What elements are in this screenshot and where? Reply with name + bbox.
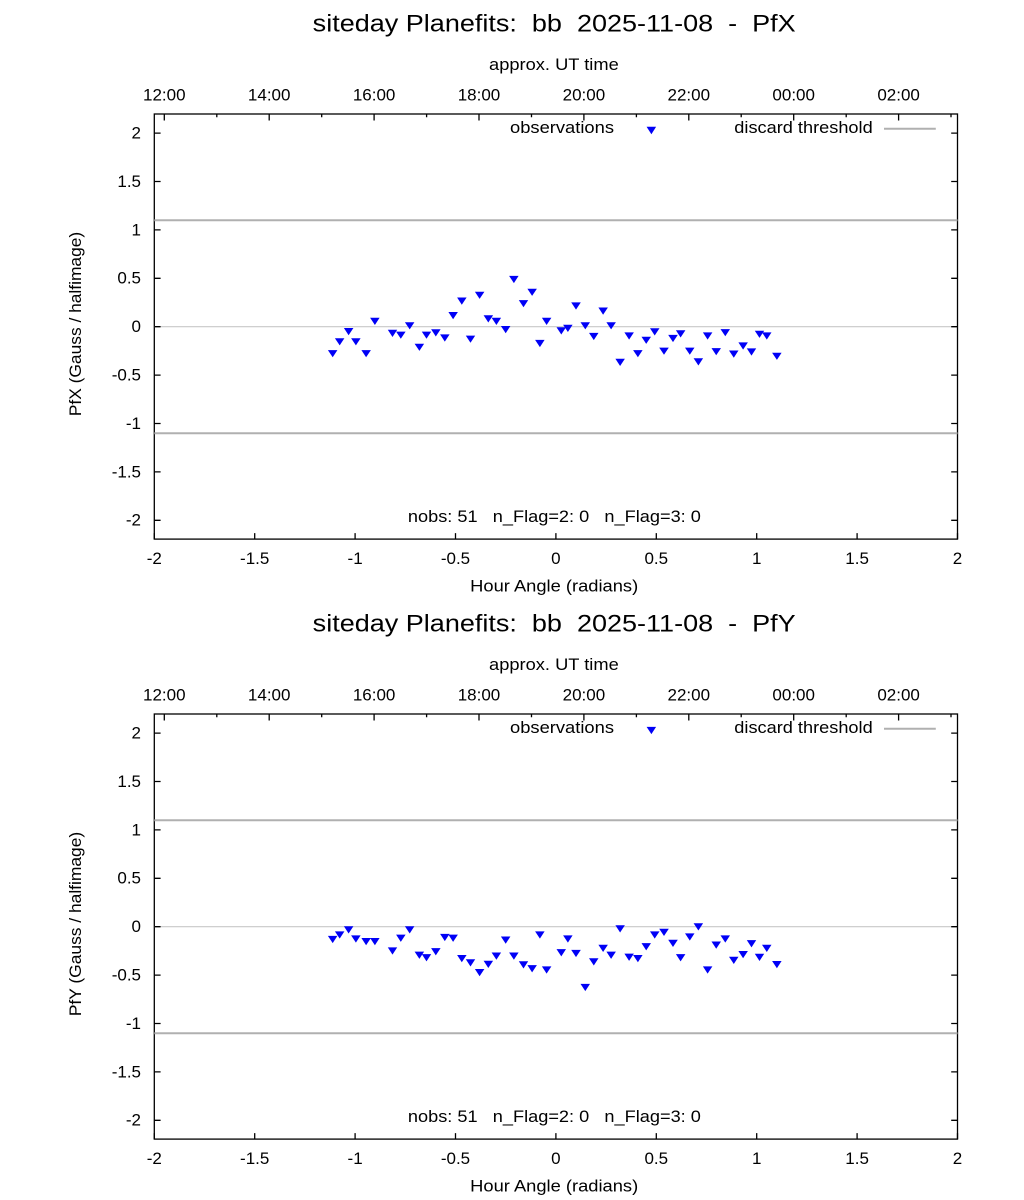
svg-text:22:00: 22:00 bbox=[668, 685, 711, 704]
svg-text:Hour Angle (radians): Hour Angle (radians) bbox=[470, 1177, 638, 1196]
svg-text:-2: -2 bbox=[147, 549, 162, 568]
svg-text:-1: -1 bbox=[126, 1014, 141, 1033]
svg-text:nobs: 51 n_Flag=2: 0 n_Fla: nobs: 51 n_Flag=2: 0 n_Flag=3: 0 bbox=[408, 507, 701, 526]
svg-text:02:00: 02:00 bbox=[877, 685, 920, 704]
svg-text:approx. UT time: approx. UT time bbox=[489, 55, 619, 74]
svg-text:00:00: 00:00 bbox=[772, 85, 815, 104]
svg-text:-1: -1 bbox=[126, 414, 141, 433]
svg-text:discard threshold: discard threshold bbox=[734, 718, 872, 737]
svg-text:-0.5: -0.5 bbox=[112, 966, 141, 985]
svg-text:20:00: 20:00 bbox=[563, 85, 606, 104]
svg-text:0.5: 0.5 bbox=[117, 269, 141, 288]
svg-text:1: 1 bbox=[132, 820, 141, 839]
svg-text:1.5: 1.5 bbox=[845, 1149, 869, 1168]
svg-text:0: 0 bbox=[551, 1149, 560, 1168]
svg-text:-2: -2 bbox=[126, 511, 141, 530]
svg-text:0: 0 bbox=[551, 549, 560, 568]
svg-text:observations: observations bbox=[510, 718, 614, 737]
svg-text:1: 1 bbox=[752, 549, 761, 568]
svg-text:0.5: 0.5 bbox=[117, 869, 141, 888]
svg-text:0: 0 bbox=[132, 917, 141, 936]
svg-text:-1: -1 bbox=[348, 549, 363, 568]
svg-text:-0.5: -0.5 bbox=[441, 549, 470, 568]
svg-text:00:00: 00:00 bbox=[772, 685, 815, 704]
svg-text:PfY (Gauss / halfimage): PfY (Gauss / halfimage) bbox=[66, 832, 85, 1016]
svg-text:-2: -2 bbox=[147, 1149, 162, 1168]
svg-text:siteday Planefits: bb 2025-1: siteday Planefits: bb 2025-11-08 - PfX bbox=[313, 11, 796, 38]
svg-text:12:00: 12:00 bbox=[143, 85, 186, 104]
svg-text:1: 1 bbox=[132, 220, 141, 239]
svg-text:12:00: 12:00 bbox=[143, 685, 186, 704]
svg-text:20:00: 20:00 bbox=[563, 685, 606, 704]
svg-text:18:00: 18:00 bbox=[458, 685, 501, 704]
svg-text:-2: -2 bbox=[126, 1111, 141, 1130]
svg-text:-1.5: -1.5 bbox=[112, 1062, 141, 1081]
svg-text:observations: observations bbox=[510, 118, 614, 137]
svg-text:-1.5: -1.5 bbox=[112, 462, 141, 481]
svg-text:14:00: 14:00 bbox=[248, 85, 291, 104]
svg-text:Hour Angle (radians): Hour Angle (radians) bbox=[470, 577, 638, 596]
svg-text:1.5: 1.5 bbox=[117, 172, 141, 191]
svg-text:22:00: 22:00 bbox=[668, 85, 711, 104]
svg-text:siteday Planefits: bb 2025-1: siteday Planefits: bb 2025-11-08 - PfY bbox=[313, 611, 796, 638]
svg-text:-1.5: -1.5 bbox=[240, 549, 269, 568]
svg-text:1: 1 bbox=[752, 1149, 761, 1168]
svg-text:16:00: 16:00 bbox=[353, 685, 396, 704]
svg-text:0.5: 0.5 bbox=[644, 549, 668, 568]
svg-text:14:00: 14:00 bbox=[248, 685, 291, 704]
svg-text:discard threshold: discard threshold bbox=[734, 118, 872, 137]
svg-text:0: 0 bbox=[132, 317, 141, 336]
svg-text:2: 2 bbox=[953, 549, 962, 568]
svg-text:0.5: 0.5 bbox=[644, 1149, 668, 1168]
svg-text:16:00: 16:00 bbox=[353, 85, 396, 104]
svg-text:2: 2 bbox=[953, 1149, 962, 1168]
svg-text:-1: -1 bbox=[348, 1149, 363, 1168]
svg-text:2: 2 bbox=[132, 724, 141, 743]
svg-text:-1.5: -1.5 bbox=[240, 1149, 269, 1168]
svg-text:18:00: 18:00 bbox=[458, 85, 501, 104]
svg-text:1.5: 1.5 bbox=[845, 549, 869, 568]
svg-text:approx. UT time: approx. UT time bbox=[489, 655, 619, 674]
svg-text:-0.5: -0.5 bbox=[441, 1149, 470, 1168]
svg-text:PfX (Gauss / halfimage): PfX (Gauss / halfimage) bbox=[66, 232, 85, 416]
svg-text:nobs: 51 n_Flag=2: 0 n_Fla: nobs: 51 n_Flag=2: 0 n_Flag=3: 0 bbox=[408, 1107, 701, 1126]
svg-text:2: 2 bbox=[132, 124, 141, 143]
svg-text:-0.5: -0.5 bbox=[112, 366, 141, 385]
svg-text:1.5: 1.5 bbox=[117, 772, 141, 791]
svg-text:02:00: 02:00 bbox=[877, 85, 920, 104]
